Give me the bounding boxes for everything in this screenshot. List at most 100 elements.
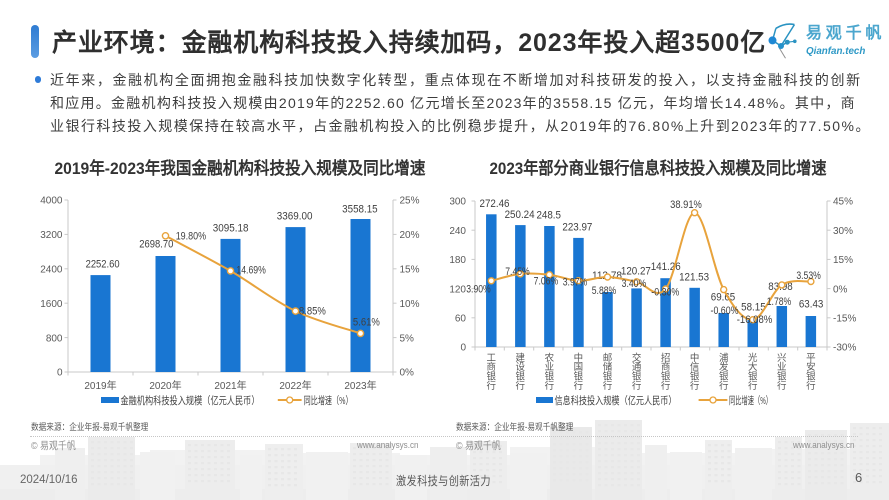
svg-text:行: 行 [545, 380, 555, 392]
svg-text:兴: 兴 [777, 353, 787, 364]
svg-text:2019年: 2019年 [84, 379, 116, 392]
svg-text:7.45%: 7.45% [505, 266, 530, 278]
svg-text:银: 银 [545, 371, 555, 383]
svg-text:发: 发 [719, 361, 729, 373]
svg-text:大: 大 [748, 361, 758, 373]
svg-text:同比增速（%）: 同比增速（%） [729, 394, 772, 407]
svg-text:行: 行 [661, 380, 671, 392]
svg-text:180: 180 [450, 255, 466, 266]
svg-text:120.27: 120.27 [621, 265, 651, 277]
svg-text:30%: 30% [833, 226, 853, 237]
svg-text:工: 工 [487, 353, 497, 364]
svg-text:0: 0 [460, 343, 466, 354]
svg-text:-15%: -15% [833, 314, 856, 325]
svg-text:银: 银 [574, 371, 584, 383]
svg-text:120: 120 [450, 284, 466, 295]
svg-text:19.80%: 19.80% [176, 231, 207, 243]
svg-text:行: 行 [748, 380, 758, 392]
svg-text:14.69%: 14.69% [236, 264, 266, 276]
svg-text:银: 银 [748, 371, 758, 383]
svg-text:商: 商 [487, 361, 497, 373]
svg-text:2023年: 2023年 [344, 379, 376, 392]
svg-text:2400: 2400 [40, 265, 63, 276]
svg-text:223.97: 223.97 [562, 221, 592, 233]
svg-text:银: 银 [603, 371, 613, 383]
svg-text:行: 行 [574, 380, 584, 392]
svg-text:1600: 1600 [40, 299, 63, 310]
svg-text:-0.30%: -0.30% [651, 287, 679, 299]
svg-text:-0.60%: -0.60% [711, 305, 739, 317]
svg-text:3.90%: 3.90% [466, 283, 491, 295]
svg-text:60: 60 [455, 314, 467, 325]
svg-text:-30%: -30% [833, 343, 856, 354]
svg-text:248.5: 248.5 [536, 209, 561, 221]
svg-text:5.88%: 5.88% [592, 285, 617, 297]
svg-text:300: 300 [450, 197, 466, 208]
svg-text:行: 行 [777, 380, 787, 392]
svg-text:邮: 邮 [603, 352, 613, 364]
svg-text:光: 光 [748, 352, 758, 364]
svg-text:信息科技投入规模（亿元人民币）: 信息科技投入规模（亿元人民币） [555, 394, 677, 407]
svg-text:商: 商 [661, 361, 671, 373]
svg-text:中: 中 [690, 352, 700, 364]
svg-text:800: 800 [46, 333, 63, 344]
svg-text:信: 信 [690, 361, 700, 373]
svg-text:平: 平 [806, 353, 816, 364]
svg-text:38.91%: 38.91% [670, 199, 702, 211]
svg-text:25%: 25% [400, 196, 420, 207]
svg-text:银: 银 [661, 371, 671, 383]
svg-text:建: 建 [516, 352, 526, 364]
svg-text:2252.60: 2252.60 [86, 259, 120, 271]
svg-text:3200: 3200 [40, 230, 63, 241]
svg-text:安: 安 [806, 361, 816, 373]
svg-text:250.24: 250.24 [505, 209, 535, 221]
svg-text:3369.00: 3369.00 [277, 211, 313, 223]
svg-text:3558.15: 3558.15 [342, 204, 378, 216]
svg-text:3.97%: 3.97% [563, 277, 588, 289]
svg-text:2698.70: 2698.70 [139, 239, 173, 251]
svg-text:2020年: 2020年 [149, 379, 181, 392]
svg-text:银: 银 [806, 371, 816, 383]
svg-text:储: 储 [603, 361, 613, 373]
svg-text:2022年: 2022年 [279, 379, 311, 392]
svg-text:2019年-2023年我国金融机构科技投入规模及同比增速: 2019年-2023年我国金融机构科技投入规模及同比增速 [55, 158, 426, 178]
svg-text:农: 农 [545, 352, 555, 364]
svg-text:20%: 20% [400, 230, 420, 241]
svg-text:5%: 5% [400, 333, 415, 344]
svg-text:行: 行 [719, 380, 729, 392]
svg-text:5.61%: 5.61% [353, 317, 380, 329]
svg-text:3.40%: 3.40% [622, 278, 647, 290]
svg-text:行: 行 [690, 380, 700, 392]
svg-text:通: 通 [632, 362, 642, 373]
svg-text:业: 业 [545, 362, 555, 373]
svg-text:银: 银 [632, 371, 642, 383]
svg-text:-16.08%: -16.08% [737, 314, 773, 326]
svg-text:行: 行 [806, 380, 816, 392]
svg-text:银: 银 [487, 371, 497, 383]
svg-text:272.46: 272.46 [480, 198, 510, 210]
svg-text:行: 行 [603, 380, 613, 392]
svg-text:银: 银 [777, 371, 787, 383]
svg-text:浦: 浦 [719, 352, 729, 364]
svg-text:2023年部分商业银行信息科技投入规模及同比增速: 2023年部分商业银行信息科技投入规模及同比增速 [490, 158, 827, 178]
svg-text:中: 中 [574, 352, 584, 364]
svg-text:行: 行 [487, 380, 497, 392]
svg-text:1.78%: 1.78% [767, 296, 792, 308]
svg-text:45%: 45% [833, 197, 853, 208]
svg-text:7.06%: 7.06% [534, 275, 559, 287]
svg-text:招: 招 [661, 352, 671, 364]
svg-text:15%: 15% [833, 255, 853, 266]
svg-text:240: 240 [450, 226, 466, 237]
svg-text:国: 国 [574, 362, 584, 373]
svg-text:银: 银 [690, 371, 700, 383]
svg-text:63.43: 63.43 [799, 298, 824, 310]
svg-text:设: 设 [516, 362, 526, 373]
svg-text:交: 交 [632, 352, 642, 364]
svg-text:0%: 0% [833, 284, 848, 295]
svg-text:银: 银 [719, 371, 729, 383]
svg-text:0%: 0% [400, 368, 415, 379]
svg-text:业: 业 [777, 362, 787, 373]
svg-text:行: 行 [516, 380, 526, 392]
svg-text:2021年: 2021年 [214, 379, 246, 392]
svg-text:121.53: 121.53 [679, 272, 709, 284]
